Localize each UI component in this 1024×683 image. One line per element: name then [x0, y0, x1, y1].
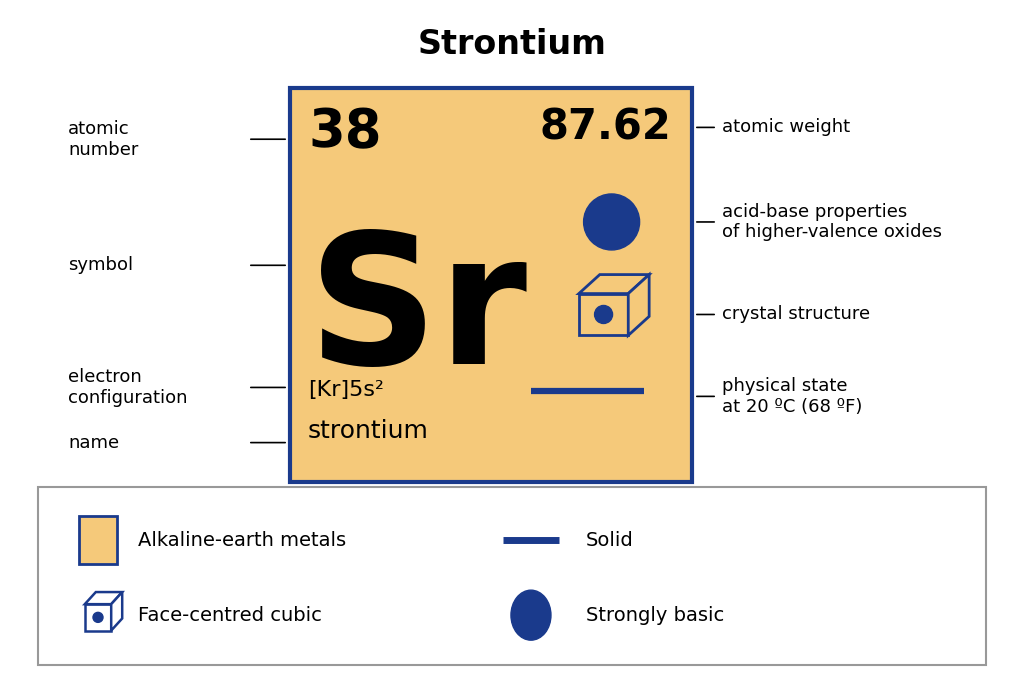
Polygon shape — [85, 592, 122, 604]
Text: atomic weight: atomic weight — [722, 118, 850, 137]
Polygon shape — [85, 604, 112, 630]
Text: Strongly basic: Strongly basic — [586, 606, 724, 625]
Text: acid-base properties
of higher-valence oxides: acid-base properties of higher-valence o… — [722, 203, 942, 241]
Text: 38: 38 — [308, 106, 382, 158]
Text: physical state
at 20 ºC (68 ºF): physical state at 20 ºC (68 ºF) — [722, 377, 862, 416]
Text: Face-centred cubic: Face-centred cubic — [138, 606, 322, 625]
Text: Sr: Sr — [308, 226, 527, 402]
Text: 87.62: 87.62 — [540, 106, 671, 148]
Circle shape — [584, 194, 640, 250]
Text: atomic
number: atomic number — [68, 120, 138, 158]
Text: [Kr]5s²: [Kr]5s² — [308, 380, 384, 400]
Text: name: name — [68, 434, 119, 451]
Text: strontium: strontium — [308, 419, 429, 443]
Bar — [79, 516, 117, 564]
Text: Alkaline-earth metals: Alkaline-earth metals — [138, 531, 346, 550]
Polygon shape — [629, 275, 649, 335]
Text: Strontium: Strontium — [418, 29, 606, 61]
Ellipse shape — [511, 590, 551, 640]
Polygon shape — [579, 275, 649, 294]
Circle shape — [93, 613, 103, 622]
Bar — [290, 88, 692, 482]
Circle shape — [595, 305, 612, 324]
Text: symbol: symbol — [68, 256, 133, 275]
Text: crystal structure: crystal structure — [722, 305, 870, 324]
Text: electron
configuration: electron configuration — [68, 368, 187, 407]
Text: Solid: Solid — [586, 531, 634, 550]
Bar — [38, 487, 986, 665]
Polygon shape — [579, 294, 629, 335]
Polygon shape — [112, 592, 122, 630]
